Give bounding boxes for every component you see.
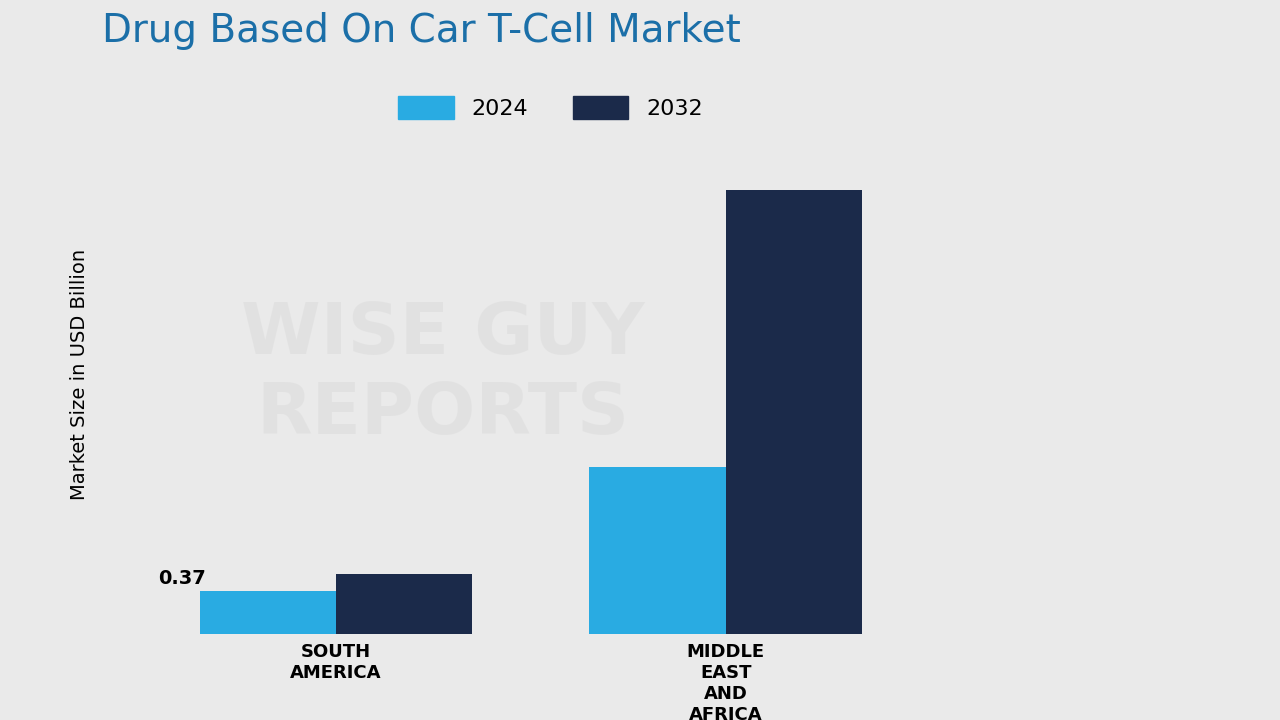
Text: WISE GUY
REPORTS: WISE GUY REPORTS xyxy=(241,300,645,449)
Text: 0.37: 0.37 xyxy=(159,569,206,588)
Bar xyxy=(589,467,726,634)
Bar xyxy=(726,190,861,634)
Y-axis label: Market Size in USD Billion: Market Size in USD Billion xyxy=(69,249,88,500)
Text: Drug Based On Car T-Cell Market: Drug Based On Car T-Cell Market xyxy=(102,12,741,50)
Bar xyxy=(200,591,337,634)
Legend: 2024, 2032: 2024, 2032 xyxy=(387,85,714,130)
Bar xyxy=(337,574,472,634)
